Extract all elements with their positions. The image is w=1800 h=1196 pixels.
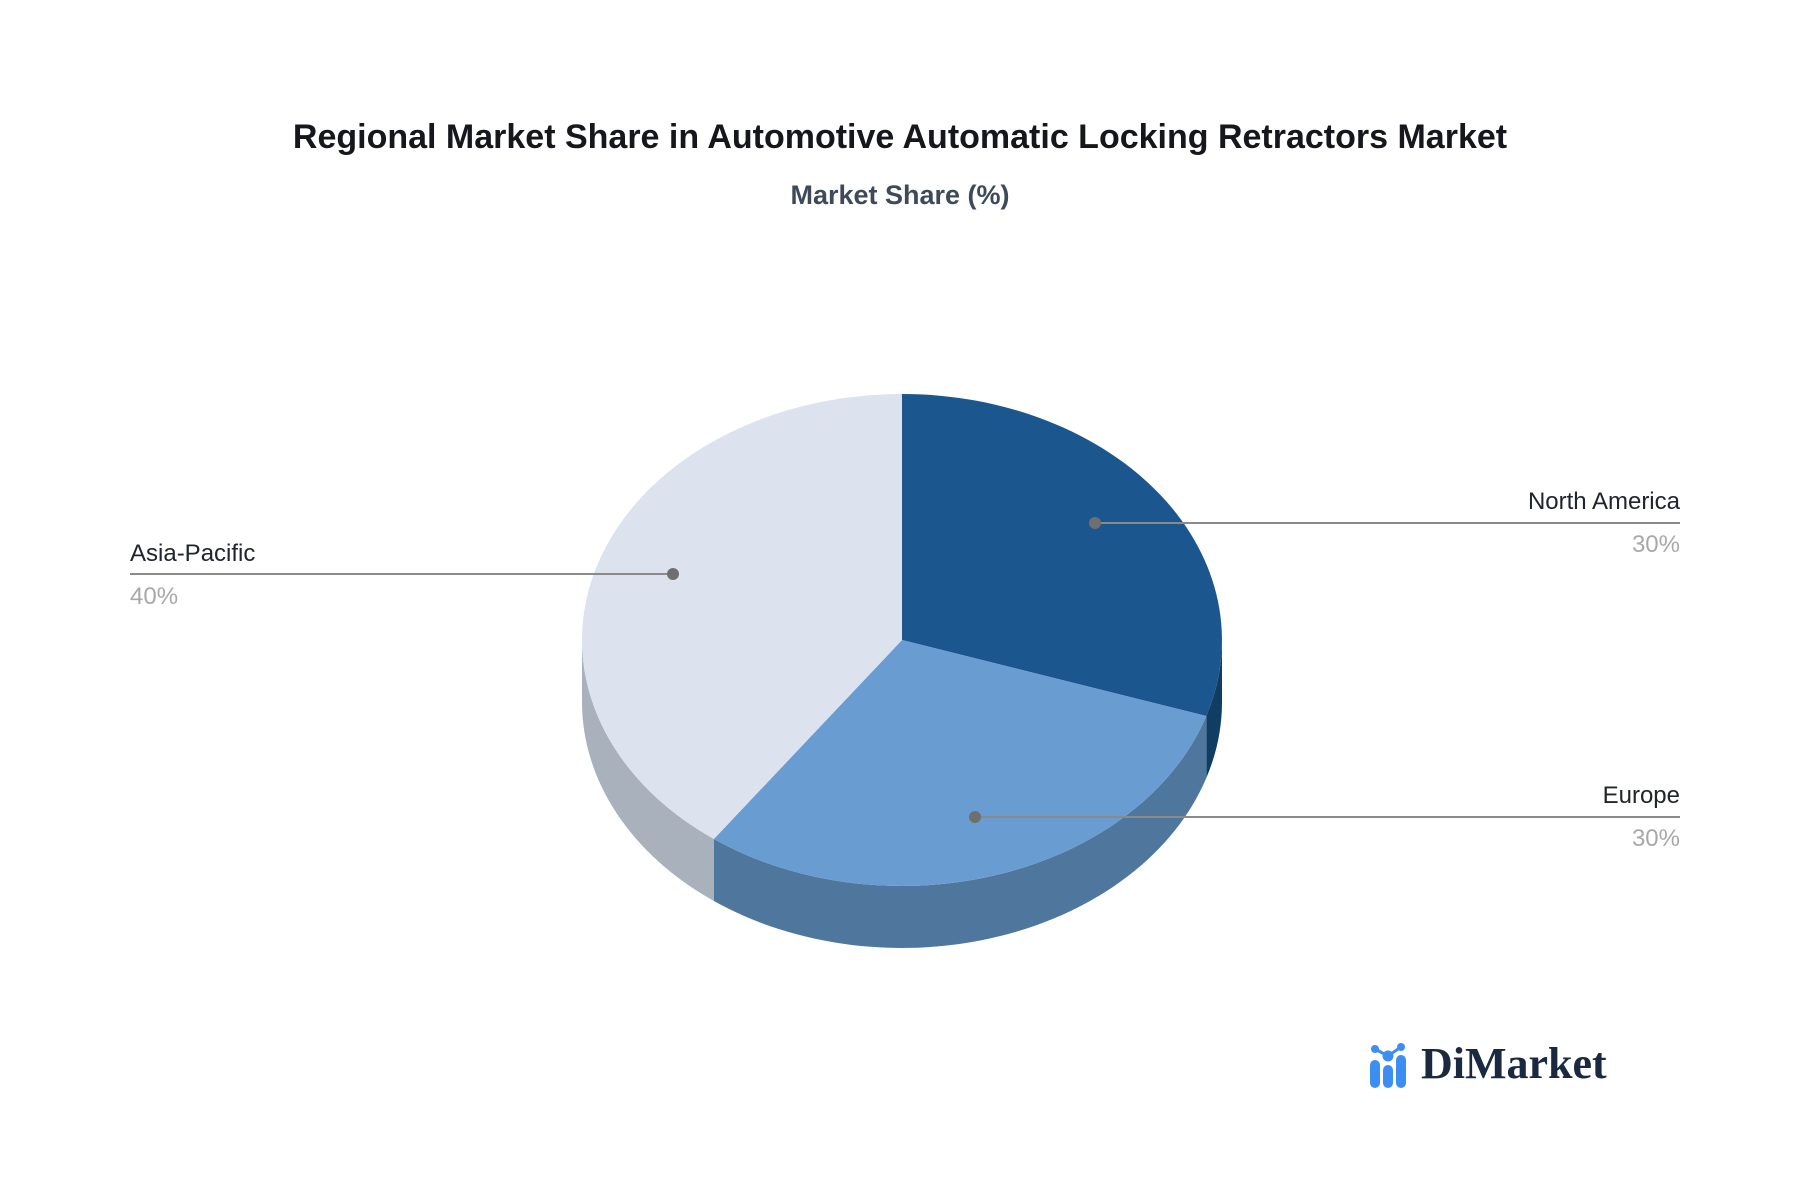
bar-line-chart-icon [1370,1043,1406,1088]
brand-logo: DiMarket [1366,1036,1607,1092]
slice-label-asia-pacific: Asia-Pacific [130,540,256,567]
pie-slice-europe[interactable] [713,640,1207,886]
leader-dot-europe [969,811,981,823]
slice-percent-asia-pacific: 40% [130,583,179,610]
pie-slice-asia-pacific[interactable] [582,394,902,839]
chart-subtitle: Market Share (%) [790,180,1010,210]
pie-slice-asia-pacific-side [582,640,714,901]
pie-slice-north-america-side [1206,640,1222,778]
brand-name: DiMarket [1421,1038,1607,1088]
slice-label-europe: Europe [1602,782,1680,809]
chart-title: Regional Market Share in Automotive Auto… [292,118,1508,156]
leader-dot-north-america [1089,517,1101,529]
pie-slice-north-america[interactable] [902,394,1222,716]
leader-dot-asia-pacific [667,568,679,580]
slice-percent-north-america: 30% [1631,531,1680,558]
slice-percent-europe: 30% [1631,825,1680,852]
slice-label-north-america: North America [1527,488,1680,515]
pie-slice-europe-side [713,716,1207,948]
